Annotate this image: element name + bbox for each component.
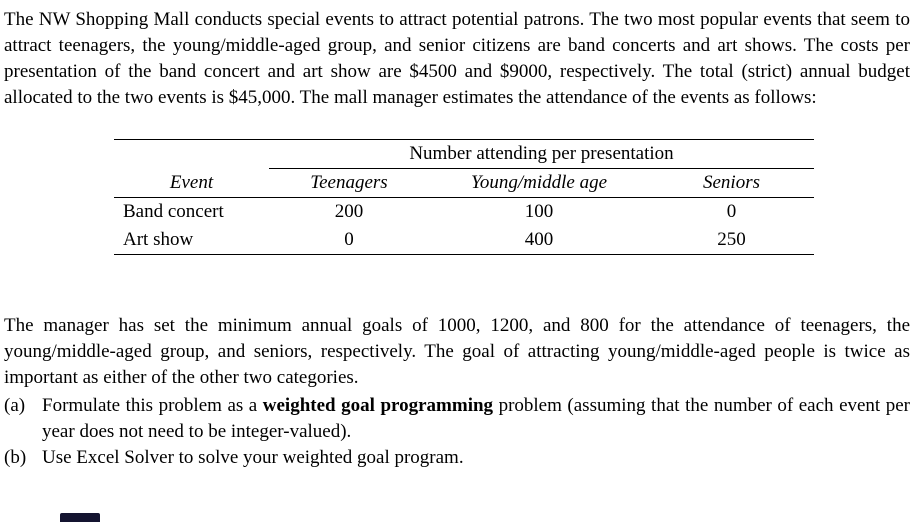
table-row-art-show: Art show 0 400 250 xyxy=(114,226,814,255)
cell-band-teenagers: 200 xyxy=(334,201,364,222)
intro-paragraph: The NW Shopping Mall conducts special ev… xyxy=(4,9,910,108)
column-header-teenagers: Teenagers xyxy=(269,168,429,198)
cell-event-band-concert: Band concert xyxy=(123,201,224,222)
question-a-bold-phrase: weighted goal programming xyxy=(262,395,494,416)
problem-document: The NW Shopping Mall conducts special ev… xyxy=(4,9,910,471)
cell-art-young-middle: 400 xyxy=(524,229,554,250)
cell-event-art-show: Art show xyxy=(123,229,194,250)
question-a-text-start: Formulate this problem as a xyxy=(42,395,263,416)
cell-art-seniors: 250 xyxy=(717,229,746,250)
question-a-label: (a) xyxy=(4,395,26,416)
table-corner-cell xyxy=(114,140,269,169)
attendance-table: Number attending per presentation Event … xyxy=(114,139,815,255)
table-group-header: Number attending per presentation xyxy=(269,139,815,169)
goals-paragraph: The manager has set the minimum annual g… xyxy=(4,315,910,388)
question-a: (a) Formulate this problem as a weighted … xyxy=(4,393,910,445)
column-header-young-middle-age: Young/middle age xyxy=(429,168,649,198)
question-b-text: Use Excel Solver to solve your weighted … xyxy=(42,447,464,468)
column-header-event: Event xyxy=(114,168,269,198)
question-b: (b) Use Excel Solver to solve your weight… xyxy=(4,445,910,471)
cell-band-seniors: 0 xyxy=(726,201,737,222)
table-header-row: Event Teenagers Young/middle age Seniors xyxy=(114,168,815,198)
table-row-band-concert: Band concert 200 100 0 xyxy=(114,198,814,227)
questions-section: (a) Formulate this problem as a weighted … xyxy=(4,393,910,471)
table-group-header-row: Number attending per presentation xyxy=(114,139,815,169)
question-b-label: (b) xyxy=(4,447,27,468)
cutoff-element xyxy=(60,513,100,522)
cell-band-young-middle: 100 xyxy=(524,201,554,222)
question-a-text-end: problem (assuming that the number of eac… xyxy=(42,395,910,442)
cell-art-teenagers: 0 xyxy=(344,229,354,250)
column-header-seniors: Seniors xyxy=(649,168,815,198)
